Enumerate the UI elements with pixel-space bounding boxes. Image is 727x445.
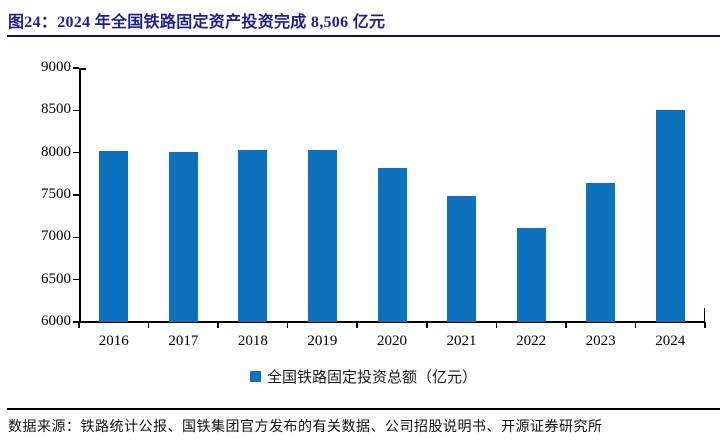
title-divider (7, 35, 720, 37)
y-axis-label: 8500 (41, 101, 71, 118)
bar (655, 109, 685, 322)
footer-divider (7, 408, 720, 410)
x-axis-tick (634, 322, 637, 328)
x-axis-tick (147, 322, 150, 328)
x-axis-tick (356, 322, 358, 328)
x-axis-label: 2021 (446, 333, 477, 349)
x-axis-tick (217, 322, 219, 328)
bar (99, 151, 129, 322)
y-axis-tick (73, 236, 79, 239)
y-axis-label: 7000 (41, 228, 71, 245)
y-axis-tick (73, 67, 79, 69)
x-axis-line (79, 321, 705, 323)
x-axis-label: 2017 (168, 333, 199, 349)
x-axis-tick (78, 322, 80, 328)
y-axis-tick (73, 278, 79, 281)
y-axis-label: 9000 (41, 59, 71, 75)
x-axis-label: 2018 (237, 333, 268, 349)
x-axis-label: 2022 (516, 333, 547, 349)
figure-title: 图24：2024 年全国铁路固定资产投资完成 8,506 亿元 (8, 14, 386, 31)
legend-swatch-icon (249, 371, 261, 382)
x-axis-label: 2016 (98, 333, 129, 349)
legend-label: 全国铁路固定投资总额（亿元） (266, 370, 477, 386)
bar (238, 150, 268, 322)
y-axis-label: 7500 (41, 186, 71, 202)
x-axis-label: 2019 (307, 333, 338, 349)
chart-legend: 全国铁路固定投资总额（亿元） (0, 366, 727, 387)
x-axis-label: 2023 (585, 333, 616, 349)
x-axis-tick (704, 322, 706, 328)
y-axis-tick (73, 151, 79, 154)
y-axis-label: 6000 (41, 313, 71, 329)
bar (586, 182, 616, 322)
data-source: 数据来源：铁路统计公报、国铁集团官方发布的有关数据、公司招股说明书、开源证券研究… (8, 420, 603, 435)
x-axis-tick (286, 322, 289, 328)
bar (168, 151, 198, 322)
y-axis-top-stub (79, 68, 86, 70)
x-axis-end-stub (703, 308, 705, 322)
bar (516, 228, 546, 322)
bar (307, 150, 337, 322)
x-axis-label: 2024 (655, 333, 686, 349)
y-axis-tick (73, 194, 79, 196)
y-axis-line (79, 68, 81, 323)
y-axis-label: 6500 (41, 270, 71, 287)
x-axis-tick (495, 322, 498, 328)
bar (447, 195, 477, 322)
y-axis-label: 8000 (41, 143, 71, 160)
x-axis-tick (426, 322, 428, 328)
x-axis-label: 2020 (376, 333, 407, 349)
x-axis-tick (565, 322, 567, 328)
bar (377, 167, 407, 322)
y-axis-tick (73, 109, 79, 112)
y-axis-tick (73, 321, 79, 323)
